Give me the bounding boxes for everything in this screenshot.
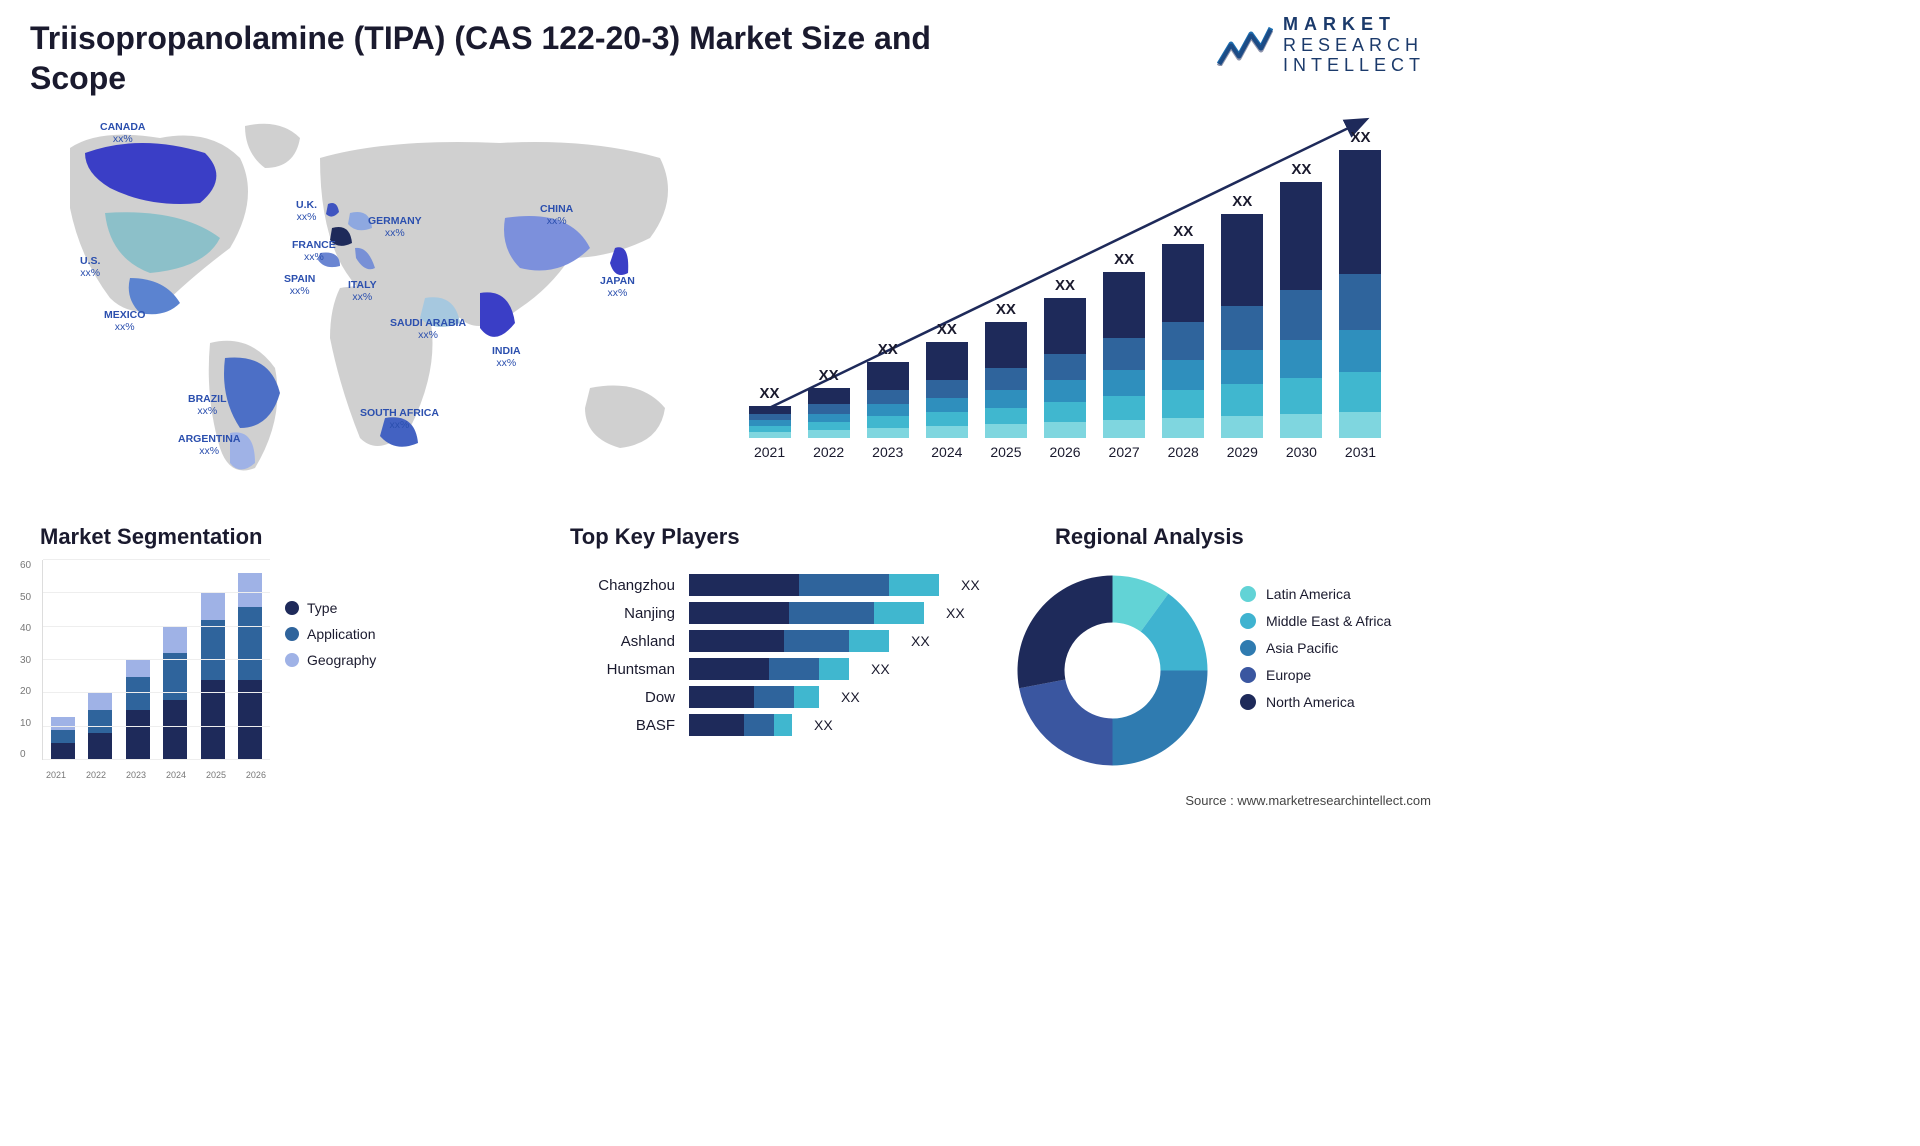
key-player-row: NanjingXX xyxy=(570,602,980,624)
region-legend-item: North America xyxy=(1240,694,1391,710)
main-bar-label: XX xyxy=(1350,129,1370,146)
seg-bar-2026 xyxy=(238,573,262,760)
logo-line2: RESEARCH xyxy=(1283,35,1425,56)
map-label: ITALYxx% xyxy=(348,280,377,303)
main-bar-2026: XX xyxy=(1040,277,1089,438)
main-bar-label: XX xyxy=(819,367,839,384)
main-bar-label: XX xyxy=(760,385,780,402)
source-text: Source : www.marketresearchintellect.com xyxy=(1185,793,1431,808)
segmentation-legend: Type Application Geography xyxy=(285,590,376,678)
logo-icon xyxy=(1217,24,1273,66)
key-player-row: DowXX xyxy=(570,686,980,708)
donut-slice xyxy=(1113,671,1208,766)
key-player-row: HuntsmanXX xyxy=(570,658,980,680)
main-bar-2027: XX xyxy=(1100,251,1149,438)
map-label: U.S.xx% xyxy=(80,256,100,279)
main-bar-label: XX xyxy=(996,301,1016,318)
main-xaxis-label: 2031 xyxy=(1336,444,1385,460)
donut-slice xyxy=(1019,679,1112,765)
main-xaxis-label: 2025 xyxy=(981,444,1030,460)
map-label: SOUTH AFRICAxx% xyxy=(360,408,439,431)
region-legend-item: Latin America xyxy=(1240,586,1391,602)
main-xaxis-label: 2027 xyxy=(1100,444,1149,460)
seg-bar-2025 xyxy=(201,593,225,760)
world-map: CANADAxx% U.S.xx% MEXICOxx% BRAZILxx% ARGENT… xyxy=(30,108,690,488)
map-label: U.K.xx% xyxy=(296,200,317,223)
main-bar-2030: XX xyxy=(1277,161,1326,438)
main-bar-2029: XX xyxy=(1218,193,1267,438)
page-title: Triisopropanolamine (TIPA) (CAS 122-20-3… xyxy=(30,18,950,98)
map-label: FRANCExx% xyxy=(292,240,336,263)
main-bar-2028: XX xyxy=(1159,223,1208,438)
map-label: MEXICOxx% xyxy=(104,310,145,333)
map-label: SPAINxx% xyxy=(284,274,315,297)
map-label: JAPANxx% xyxy=(600,276,635,299)
map-label: BRAZILxx% xyxy=(188,394,227,417)
main-bar-label: XX xyxy=(1114,251,1134,268)
segmentation-chart: 0102030405060 202120222023202420252026 xyxy=(20,560,270,780)
map-label: GERMANYxx% xyxy=(368,216,422,239)
seg-bar-2021 xyxy=(51,717,75,760)
main-bar-label: XX xyxy=(1173,223,1193,240)
map-label: INDIAxx% xyxy=(492,346,521,369)
map-label: CHINAxx% xyxy=(540,204,573,227)
map-label: SAUDI ARABIAxx% xyxy=(390,318,466,341)
main-xaxis-label: 2028 xyxy=(1159,444,1208,460)
main-bar-2031: XX xyxy=(1336,129,1385,438)
main-xaxis-label: 2029 xyxy=(1218,444,1267,460)
main-bar-2023: XX xyxy=(863,341,912,438)
map-label: ARGENTINAxx% xyxy=(178,434,240,457)
main-bar-2021: XX xyxy=(745,385,794,438)
main-xaxis-label: 2021 xyxy=(745,444,794,460)
seg-legend-item: Application xyxy=(285,626,376,642)
regional-donut xyxy=(1005,563,1220,778)
main-bar-label: XX xyxy=(1232,193,1252,210)
key-players-title: Top Key Players xyxy=(570,524,740,550)
logo-line3: INTELLECT xyxy=(1283,55,1425,76)
main-xaxis-label: 2024 xyxy=(922,444,971,460)
logo-line1: MARKET xyxy=(1283,14,1425,35)
main-bar-label: XX xyxy=(878,341,898,358)
donut-slice xyxy=(1018,576,1113,689)
main-growth-chart: XX XX XX XX XX XX XX XX XX XX XX 2021 2022 2023 2024 2… xyxy=(745,110,1385,460)
key-player-row: ChangzhouXX xyxy=(570,574,980,596)
main-bar-2024: XX xyxy=(922,321,971,438)
main-bar-label: XX xyxy=(1055,277,1075,294)
seg-bar-2022 xyxy=(88,693,112,760)
key-player-row: BASFXX xyxy=(570,714,980,736)
seg-legend-item: Geography xyxy=(285,652,376,668)
main-xaxis-label: 2030 xyxy=(1277,444,1326,460)
segmentation-title: Market Segmentation xyxy=(40,524,263,550)
map-label: CANADAxx% xyxy=(100,122,146,145)
main-bar-label: XX xyxy=(937,321,957,338)
region-legend-item: Middle East & Africa xyxy=(1240,613,1391,629)
seg-bar-2023 xyxy=(126,660,150,760)
brand-logo: MARKET RESEARCH INTELLECT xyxy=(1217,14,1425,76)
regional-legend: Latin America Middle East & Africa Asia Pa… xyxy=(1240,575,1391,721)
main-xaxis-label: 2023 xyxy=(863,444,912,460)
key-players-chart: ChangzhouXX NanjingXX AshlandXX HuntsmanXX D… xyxy=(570,568,980,742)
seg-legend-item: Type xyxy=(285,600,376,616)
region-legend-item: Asia Pacific xyxy=(1240,640,1391,656)
main-xaxis-label: 2022 xyxy=(804,444,853,460)
regional-title: Regional Analysis xyxy=(1055,524,1244,550)
region-legend-item: Europe xyxy=(1240,667,1391,683)
key-player-row: AshlandXX xyxy=(570,630,980,652)
main-bar-2022: XX xyxy=(804,367,853,438)
main-xaxis-label: 2026 xyxy=(1040,444,1089,460)
main-bar-label: XX xyxy=(1291,161,1311,178)
main-bar-2025: XX xyxy=(981,301,1030,438)
